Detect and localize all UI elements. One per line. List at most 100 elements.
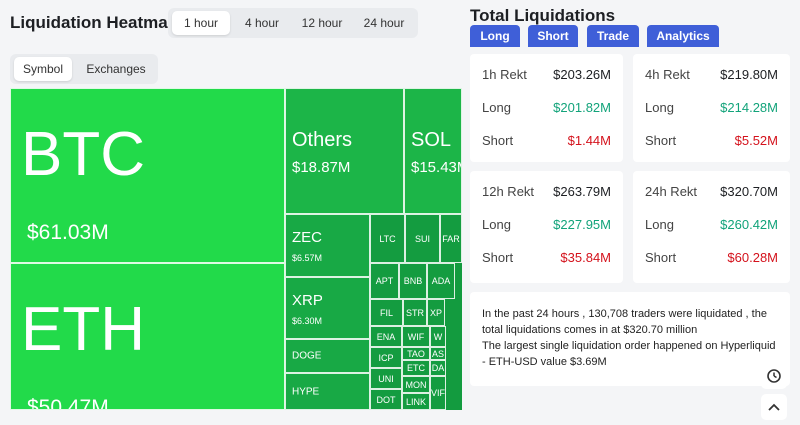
tile-symbol: BNB (403, 276, 423, 286)
tab-button[interactable]: Long (470, 25, 520, 47)
heatmap-tile[interactable]: TAO (402, 347, 430, 360)
tile-symbol: ICP (378, 352, 394, 363)
tile-symbol: DOGE (292, 350, 322, 362)
heatmap-tile[interactable]: SUI (405, 214, 440, 263)
view-tabs: Symbol Exchanges (10, 54, 158, 84)
tile-symbol: ZEC (292, 229, 322, 246)
tile-symbol: ADA (431, 276, 451, 286)
time-tab[interactable]: 1 hour (172, 11, 230, 35)
tile-symbol: XP (429, 307, 443, 318)
tile-symbol: LTC (379, 233, 396, 244)
tile-value: $50.47M (27, 396, 109, 410)
tab-button[interactable]: Short (528, 25, 578, 47)
tile-symbol: FIL (379, 307, 394, 318)
view-tab[interactable]: Exchanges (86, 62, 146, 76)
summary: In the past 24 hours , 130,708 traders w… (470, 292, 790, 386)
tile-symbol: LINK (405, 396, 427, 407)
tile-symbol: W (433, 331, 443, 342)
heatmap-tile[interactable]: ETC (402, 360, 430, 376)
card-total: $203.26M (553, 67, 611, 82)
tile-value: $15.43M (411, 159, 461, 176)
short-label: Short (645, 250, 677, 265)
heatmap-tile[interactable]: ETH $50.47M (10, 263, 285, 410)
settings-icon (767, 369, 781, 383)
tile-symbol: STR (406, 307, 424, 318)
heatmap-tile[interactable]: HYPE (285, 373, 370, 410)
heatmap-tile[interactable]: VIF (430, 376, 446, 410)
summary-line: In the past 24 hours , 130,708 traders w… (482, 308, 767, 336)
heatmap-tile[interactable]: ZEC $6.57M (285, 214, 370, 277)
heatmap-tile[interactable]: W (430, 326, 446, 347)
heatmap-tile[interactable]: AS (430, 347, 446, 360)
tile-symbol: WIF (407, 331, 425, 342)
view-tab[interactable]: Symbol (14, 57, 72, 81)
heatmap-tile[interactable]: ENA (370, 326, 402, 347)
tile-symbol: VIF (430, 388, 446, 398)
long-value: $201.82M (553, 100, 611, 115)
heatmap-tile[interactable]: APT (370, 263, 399, 299)
card-label: 24h Rekt (645, 184, 698, 199)
tile-symbol: AS (431, 348, 445, 359)
tile-value: $6.30M (292, 316, 323, 326)
card-label: 12h Rekt (482, 184, 535, 199)
heatmap-tile[interactable]: MON (402, 376, 430, 393)
heatmap-tile[interactable]: SOL $15.43M (404, 88, 462, 214)
long-value: $227.95M (553, 217, 611, 232)
heatmap-tile[interactable]: Others $18.87M (285, 88, 404, 214)
heatmap-tile[interactable]: DA (430, 360, 446, 376)
tile-symbol: XRP (292, 292, 323, 309)
heatmap-tile[interactable]: WIF (402, 326, 430, 347)
tile-value: $18.87M (292, 159, 351, 176)
heatmap-tile[interactable]: FAR (440, 214, 462, 263)
tile-symbol: ETH (21, 295, 145, 364)
heatmap-tile[interactable]: DOT (370, 389, 402, 410)
heatmap-tile[interactable]: LINK (402, 393, 430, 410)
heatmap-tile[interactable]: XRP $6.30M (285, 277, 370, 339)
tile-symbol: FAR (442, 233, 460, 244)
card-label: 1h Rekt (482, 67, 527, 82)
scroll-top-button[interactable] (761, 394, 787, 420)
tile-symbol: MON (405, 379, 427, 390)
tile-symbol: Others (292, 129, 353, 151)
tile-symbol: DOT (376, 394, 396, 405)
time-tab[interactable]: 12 hour (301, 16, 343, 30)
heatmap-tile[interactable]: ADA (427, 263, 455, 299)
tile-symbol: ETC (407, 363, 425, 373)
tile-symbol: SOL (411, 129, 452, 151)
short-value: $5.52M (734, 133, 778, 148)
tile-value: $61.03M (27, 221, 109, 244)
long-label: Long (482, 100, 511, 115)
short-label: Short (482, 250, 514, 265)
card-total: $320.70M (720, 184, 778, 199)
short-label: Short (482, 133, 514, 148)
time-tab[interactable]: 4 hour (244, 16, 280, 30)
heatmap-tile[interactable]: ICP (370, 347, 402, 368)
heatmap-tile[interactable]: BNB (399, 263, 427, 299)
time-tabs: 1 hour 4 hour 12 hour 24 hour (168, 8, 418, 38)
card-total: $219.80M (720, 67, 778, 82)
rekt-card: 12h Rekt $263.79M Long $227.95M Short $35.84M (470, 171, 623, 283)
heatmap-tile[interactable]: DOGE (285, 339, 370, 373)
short-value: $1.44M (567, 133, 611, 148)
rekt-card: 4h Rekt $219.80M Long $214.28M Short $5.52M (633, 54, 790, 162)
rekt-card: 1h Rekt $203.26M Long $201.82M Short $1.44M (470, 54, 623, 162)
tab-button[interactable]: Trade (587, 25, 639, 47)
tile-symbol: ENA (376, 331, 396, 342)
long-label: Long (645, 217, 674, 232)
heatmap-tile[interactable]: BTC $61.03M (10, 88, 285, 263)
heatmap-tile[interactable]: LTC (370, 214, 405, 263)
time-tab[interactable]: 24 hour (363, 16, 405, 30)
heatmap: BTC $61.03M ETH $50.47M Others $18.87M SOL $15.… (10, 88, 462, 410)
heatmap-tile[interactable]: STR (403, 299, 427, 326)
totals-title: Total Liquidations (470, 6, 616, 25)
short-label: Short (645, 133, 677, 148)
heatmap-tile[interactable]: UNI (370, 368, 402, 389)
heatmap-tile[interactable]: FIL (370, 299, 403, 326)
tab-button[interactable]: Analytics (647, 25, 719, 47)
summary-line: The largest single liquidation order hap… (482, 340, 776, 368)
heatmap-tile[interactable]: XP (427, 299, 445, 326)
settings-button[interactable] (761, 363, 787, 389)
short-value: $60.28M (727, 250, 778, 265)
short-value: $35.84M (560, 250, 611, 265)
